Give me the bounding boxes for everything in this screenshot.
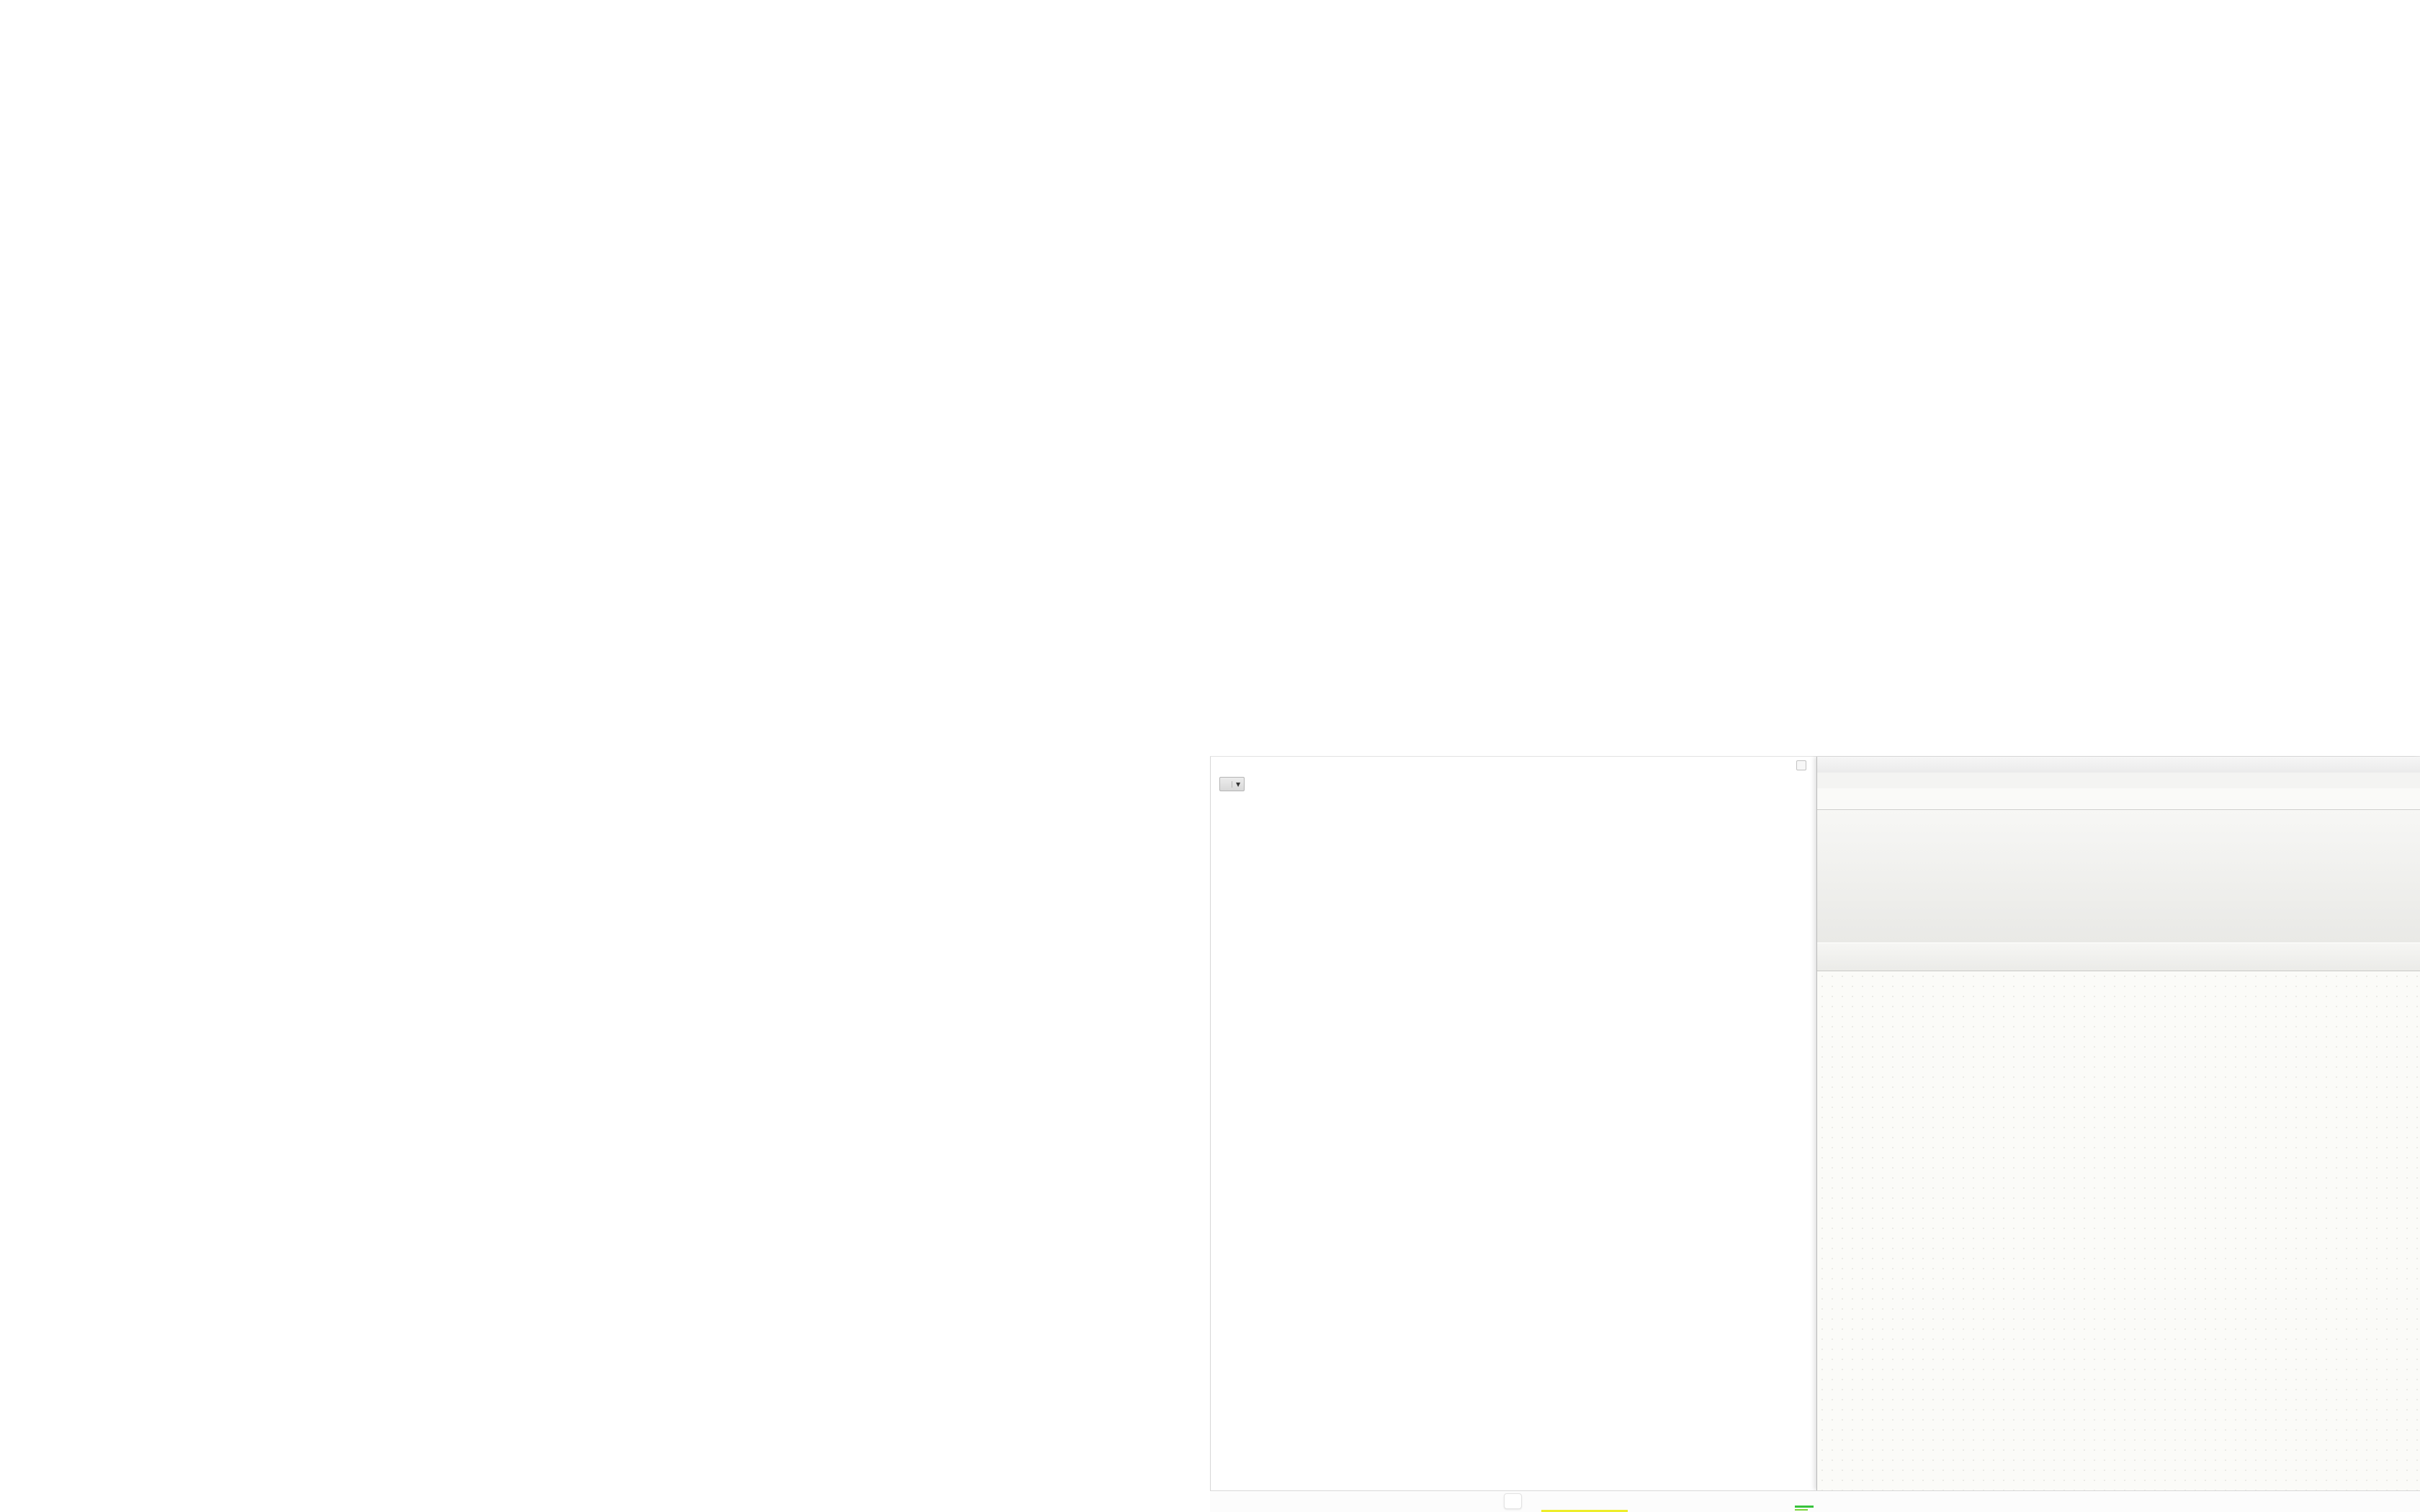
grasshopper-category-tabs bbox=[1817, 788, 2420, 810]
rhino-grasshopper-screen: ▼ bbox=[1210, 756, 2420, 1512]
quadrant-bottom-left-mirrored bbox=[0, 756, 1210, 1512]
grasshopper-canvas-toolbar bbox=[1817, 942, 2420, 971]
apollonian-gasket-drawing bbox=[1211, 757, 1817, 1490]
gh-profiler-panel bbox=[1504, 1493, 1522, 1509]
profiler-green-line bbox=[1795, 1506, 1814, 1508]
rhino-viewport-pane[interactable]: ▼ bbox=[1210, 757, 1816, 1490]
grasshopper-palette-area bbox=[1817, 810, 2420, 942]
view-selector-button[interactable]: ▼ bbox=[1219, 777, 1245, 791]
grasshopper-canvas[interactable] bbox=[1817, 971, 2420, 1490]
quadrant-top-right-mirrored bbox=[1210, 0, 2420, 756]
viewport-close-icon[interactable] bbox=[1796, 760, 1806, 770]
profiler-green-line-2 bbox=[1795, 1509, 1808, 1511]
quadrant-bottom-right-original: ▼ bbox=[1210, 756, 2420, 1512]
quadrant-top-left-mirrored bbox=[0, 0, 1210, 756]
profiler-yellow-line bbox=[1541, 1510, 1628, 1512]
grasshopper-titlebar[interactable] bbox=[1817, 757, 2420, 773]
grasshopper-menubar bbox=[1817, 773, 2420, 788]
grasshopper-window[interactable] bbox=[1816, 757, 2420, 1490]
taskbar-strip bbox=[1210, 1490, 2420, 1512]
chevron-down-icon: ▼ bbox=[1232, 780, 1244, 788]
wire-layer bbox=[1817, 971, 2420, 1490]
